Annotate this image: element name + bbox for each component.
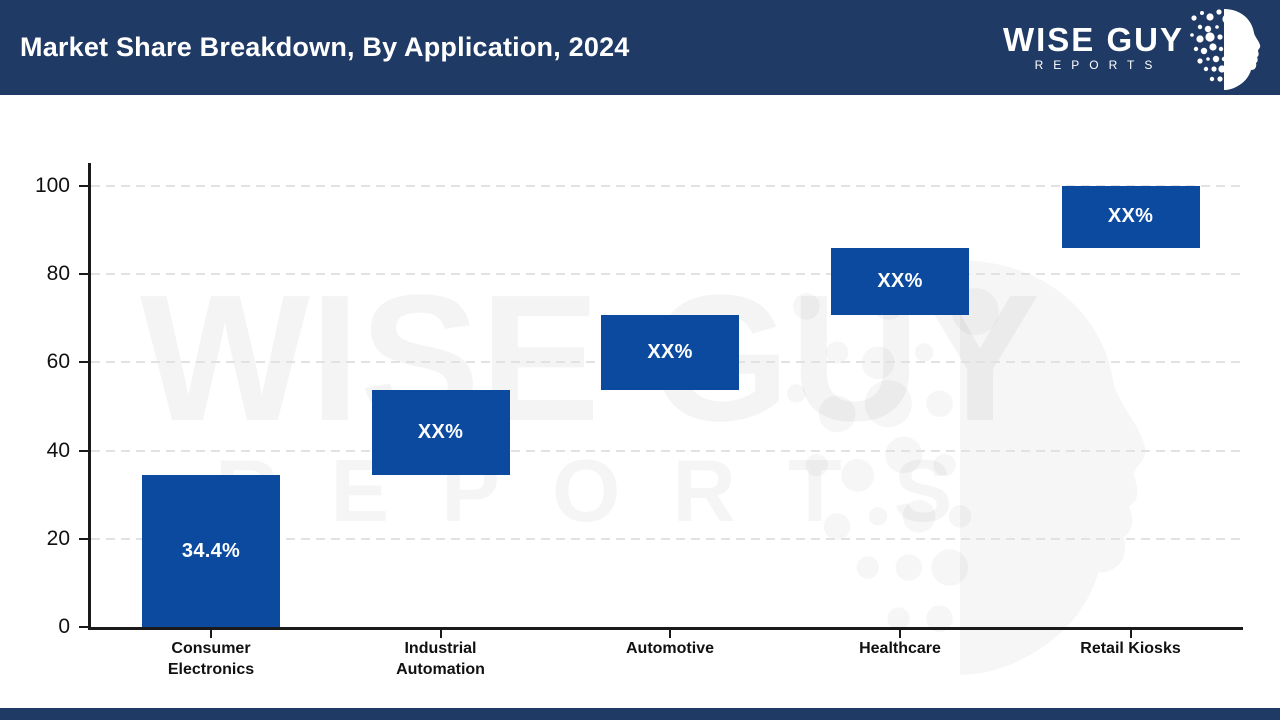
logo-wordmark: WISE GUY <box>1002 20 1184 58</box>
gridline <box>91 185 1243 187</box>
watermark-subtext: REPORTS <box>215 440 1004 542</box>
page-title: Market Share Breakdown, By Application, … <box>20 32 630 62</box>
x-axis-line <box>88 627 1243 630</box>
bar-value-label: 34.4% <box>181 539 241 562</box>
y-axis-tick-label: 80 <box>46 262 70 286</box>
bar: XX% <box>601 315 739 391</box>
y-axis-tick <box>79 449 88 452</box>
x-axis-tick <box>1129 630 1132 638</box>
y-axis-tick-label: 100 <box>34 174 70 197</box>
y-axis-tick <box>79 537 88 540</box>
x-category-label: Automotive <box>626 640 714 657</box>
gridline <box>91 449 1243 452</box>
x-category-label: Industrial Automation <box>396 640 485 678</box>
plot-area: WISE GUY REPORTS 02040608010034.4%XX%XX%… <box>0 95 1280 708</box>
x-axis-tick <box>439 630 442 638</box>
y-axis-tick-label: 40 <box>46 438 70 462</box>
logo-text: WISE GUY REPORTS <box>1002 20 1184 73</box>
y-axis-line <box>88 163 91 630</box>
bar-value-label: XX% <box>417 421 464 444</box>
y-axis-tick <box>79 361 88 364</box>
bar: XX% <box>831 247 969 316</box>
header-bar: Market Share Breakdown, By Application, … <box>0 0 1280 95</box>
x-category-label: Retail Kiosks <box>1080 640 1181 657</box>
bar-value-label: XX% <box>1107 205 1154 228</box>
x-category-label: Consumer Electronics <box>167 640 255 678</box>
x-axis-tick <box>899 630 901 638</box>
wise-guy-logo: WISE GUY REPORTS <box>1003 6 1262 90</box>
bar: XX% <box>371 390 510 476</box>
logo-subtitle: REPORTS <box>1034 57 1163 72</box>
x-axis-tick <box>210 630 212 638</box>
y-axis-tick-label: 60 <box>46 350 70 374</box>
bar-value-label: XX% <box>647 341 693 364</box>
bar: XX% <box>1061 186 1200 248</box>
y-axis-tick <box>79 273 88 276</box>
x-category-label: Healthcare <box>859 640 941 657</box>
y-axis-tick-label: 20 <box>46 526 70 550</box>
logo-head-icon <box>1190 8 1261 90</box>
gridline <box>91 537 1243 540</box>
gridline <box>91 273 1243 276</box>
x-axis-tick <box>669 630 671 638</box>
bar: 34.4% <box>142 475 280 627</box>
y-axis-tick-label: 0 <box>58 615 70 638</box>
y-axis-tick <box>79 185 88 187</box>
bar-value-label: XX% <box>877 269 923 292</box>
footer-bar <box>0 708 1280 720</box>
y-axis-tick <box>79 626 88 628</box>
